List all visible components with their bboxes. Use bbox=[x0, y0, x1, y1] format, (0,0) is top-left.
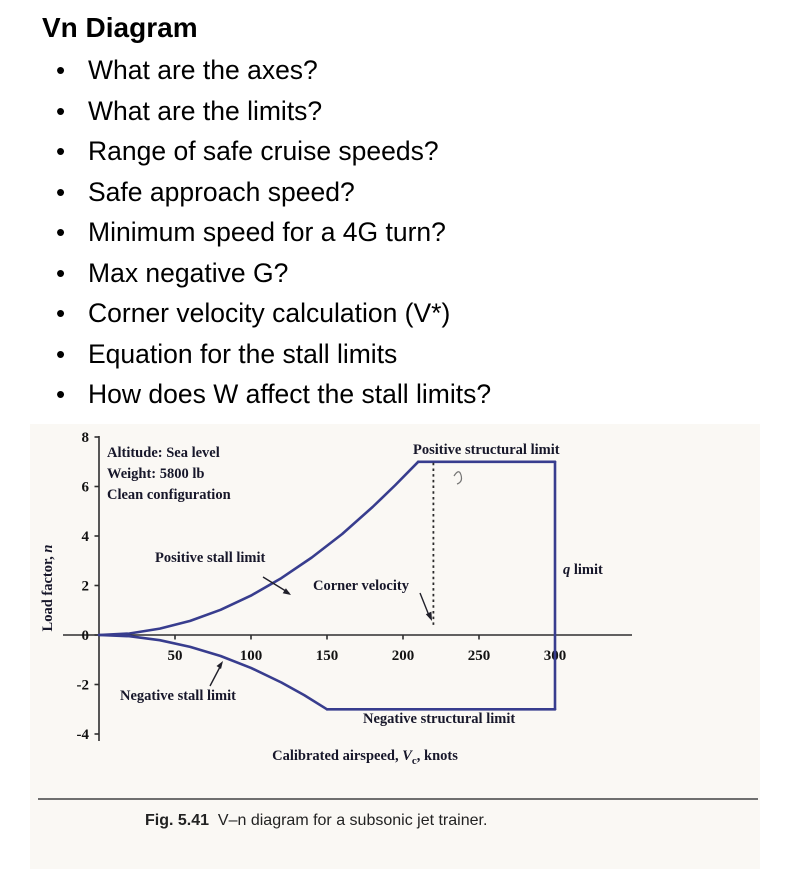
y-tick-label: -4 bbox=[77, 727, 90, 743]
curve-negative-stall-limit bbox=[97, 633, 329, 711]
bullet-text: How does W affect the stall limits? bbox=[88, 379, 492, 409]
x-tick-label: 100 bbox=[240, 648, 263, 664]
figure-caption-text: V–n diagram for a subsonic jet trainer. bbox=[217, 812, 488, 829]
bullet-text: Equation for the stall limits bbox=[88, 338, 398, 369]
q-limit-symbol: q bbox=[563, 562, 571, 578]
scan-mark bbox=[453, 471, 463, 485]
figure-divider bbox=[38, 798, 758, 800]
bullet-text: What are the axes? bbox=[88, 55, 318, 85]
y-tick-label: 2 bbox=[82, 579, 90, 595]
leader-arrow-icon bbox=[216, 661, 223, 669]
corner-velocity-label: Corner velocity bbox=[313, 578, 409, 594]
y-tick-label: 0 bbox=[82, 628, 90, 644]
positive-structural-limit-label: Positive structural limit bbox=[413, 442, 560, 458]
vn-diagram-figure: 8 6 4 2 0 -2 -4 50 100 150 200 250 300 Altitude: Sea… bbox=[35, 430, 735, 780]
bullet-item: Equation for the stall limits bbox=[42, 334, 491, 375]
negative-structural-limit-label: Negative structural limit bbox=[363, 711, 516, 727]
y-tick-label: 8 bbox=[82, 430, 90, 446]
bullet-text: Max negative G? bbox=[88, 257, 289, 288]
x-tick-label: 250 bbox=[468, 648, 491, 664]
bullet-item: Minimum speed for a 4G turn? bbox=[42, 212, 491, 253]
positive-stall-limit-label: Positive stall limit bbox=[155, 550, 266, 566]
figure-caption: Fig. 5.41 V–n diagram for a subsonic jet… bbox=[145, 812, 487, 830]
page-title: Vn Diagram bbox=[42, 12, 198, 43]
bullet-item: Range of safe cruise speeds? bbox=[42, 131, 491, 172]
y-tick-label: 4 bbox=[82, 529, 90, 545]
x-tick-label: 200 bbox=[392, 648, 415, 664]
scanned-figure-block: 8 6 4 2 0 -2 -4 50 100 150 200 250 300 Altitude: Sea… bbox=[30, 424, 760, 869]
figure-caption-number: Fig. 5.41 bbox=[145, 812, 210, 829]
condition-annotations: Altitude: Sea level Weight: 5800 lb Clea… bbox=[107, 443, 231, 506]
negative-stall-leader bbox=[209, 664, 222, 687]
x-tick-label: 150 bbox=[316, 648, 339, 664]
bullet-item: What are the limits? bbox=[42, 91, 491, 132]
leader-arrow-icon bbox=[282, 588, 291, 595]
bullet-text: Range of safe cruise speeds? bbox=[88, 136, 439, 166]
leader-arrow-icon bbox=[425, 611, 432, 621]
y-axis-title: Load factor, n bbox=[40, 544, 56, 632]
q-limit-label: q limit bbox=[563, 562, 603, 578]
condition-line: Weight: 5800 lb bbox=[107, 466, 205, 482]
bullet-text: Corner velocity calculation (V*) bbox=[88, 298, 451, 328]
bullet-list: What are the axes? What are the limits? … bbox=[42, 50, 491, 415]
bullet-item: Corner velocity calculation (V*) bbox=[42, 293, 491, 334]
x-axis-title: Calibrated airspeed, Vc, knots bbox=[272, 748, 458, 767]
bullet-text: Minimum speed for a 4G turn? bbox=[88, 217, 446, 247]
bullet-item: Safe approach speed? bbox=[42, 172, 491, 213]
condition-line: Clean configuration bbox=[107, 487, 231, 503]
bullet-item: Max negative G? bbox=[42, 253, 491, 294]
y-tick-label: -2 bbox=[77, 678, 90, 694]
x-tick-label: 50 bbox=[168, 648, 183, 664]
bullet-item: How does W affect the stall limits? bbox=[42, 374, 491, 415]
y-tick-label: 6 bbox=[82, 480, 90, 496]
bullet-text: Safe approach speed? bbox=[88, 176, 355, 207]
condition-line: Altitude: Sea level bbox=[107, 445, 220, 461]
bullet-text: What are the limits? bbox=[88, 95, 323, 126]
curve-positive-stall-limit bbox=[97, 460, 420, 637]
bullet-item: What are the axes? bbox=[42, 50, 491, 91]
negative-stall-limit-label: Negative stall limit bbox=[120, 688, 236, 704]
